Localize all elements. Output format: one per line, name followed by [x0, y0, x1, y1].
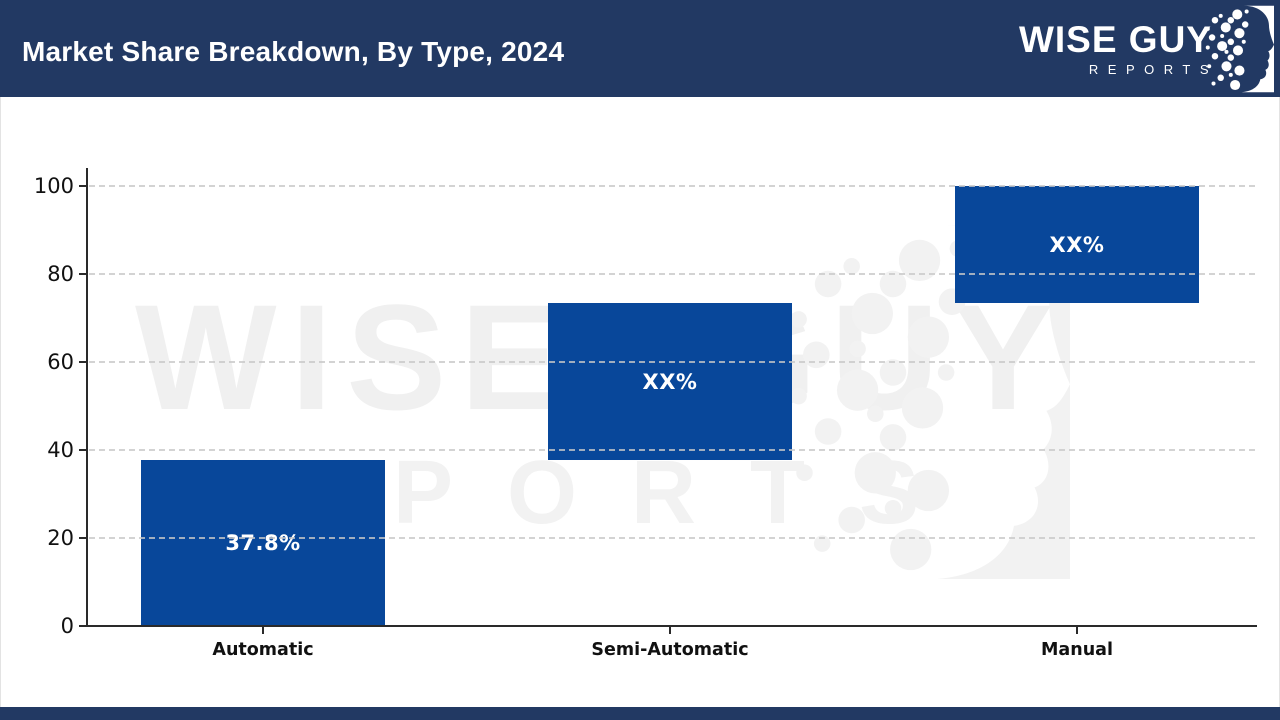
bar-automatic: 37.8%: [141, 459, 385, 626]
header-bar: Market Share Breakdown, By Type, 2024 WI…: [0, 0, 1280, 97]
bar-manual: XX%: [955, 186, 1199, 304]
x-tick-automatic: [262, 627, 264, 634]
bar-value-label-manual: XX%: [1049, 232, 1105, 257]
gridline-20: [89, 537, 1255, 539]
gridline-60: [89, 361, 1255, 363]
gridline-80: [89, 273, 1255, 275]
logo-text: WISE GUY REPORTS: [1019, 21, 1212, 77]
y-axis-line: [86, 168, 88, 627]
y-tick-label-0: 0: [60, 614, 74, 638]
gridline-40: [89, 449, 1255, 451]
y-tick-80: [79, 273, 86, 275]
logo-reports-label: REPORTS: [1088, 61, 1218, 77]
x-tick-semi-automatic: [669, 627, 671, 634]
y-tick-label-100: 100: [33, 174, 74, 198]
x-tick-manual: [1076, 627, 1078, 634]
y-tick-20: [79, 537, 86, 539]
y-tick-label-60: 60: [47, 350, 74, 374]
x-axis-label-semi-automatic: Semi-Automatic: [591, 640, 749, 660]
logo-wiseguy-label: WISE GUY: [1018, 18, 1212, 60]
y-tick-100: [79, 185, 86, 187]
footer-bar: [0, 707, 1280, 720]
logo-head-icon: [1205, 5, 1274, 92]
y-tick-40: [79, 449, 86, 451]
bar-value-label-semi-automatic: XX%: [642, 369, 698, 394]
y-tick-label-40: 40: [47, 438, 74, 462]
page-title: Market Share Breakdown, By Type, 2024: [22, 36, 565, 67]
y-tick-label-20: 20: [47, 526, 74, 550]
x-axis-line: [86, 625, 1257, 627]
bar-value-label-automatic: 37.8%: [225, 530, 301, 555]
x-axis-label-automatic: Automatic: [212, 640, 314, 660]
x-axis-label-manual: Manual: [1041, 640, 1113, 660]
wise-guy-reports-logo: WISE GUY REPORTS: [1019, 0, 1274, 97]
gridline-100: [89, 185, 1255, 187]
y-tick-0: [79, 625, 86, 627]
bar-semi-automatic: XX%: [548, 303, 792, 460]
y-tick-60: [79, 361, 86, 363]
y-tick-label-80: 80: [47, 262, 74, 286]
